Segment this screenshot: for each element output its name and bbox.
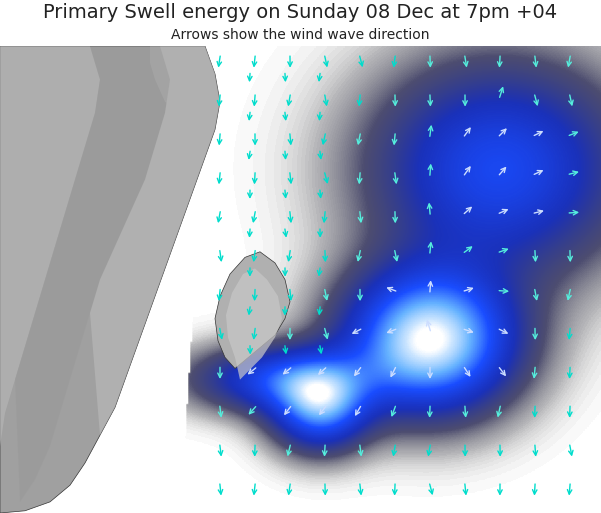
Text: Arrows show the wind wave direction: Arrows show the wind wave direction xyxy=(171,28,430,42)
Polygon shape xyxy=(226,268,282,380)
Polygon shape xyxy=(215,252,290,368)
Text: Primary Swell energy on Sunday 08 Dec at 7pm +04: Primary Swell energy on Sunday 08 Dec at… xyxy=(43,4,558,23)
Polygon shape xyxy=(150,46,215,124)
Polygon shape xyxy=(0,46,220,513)
Polygon shape xyxy=(90,46,220,435)
Polygon shape xyxy=(15,46,170,502)
Polygon shape xyxy=(0,46,100,446)
